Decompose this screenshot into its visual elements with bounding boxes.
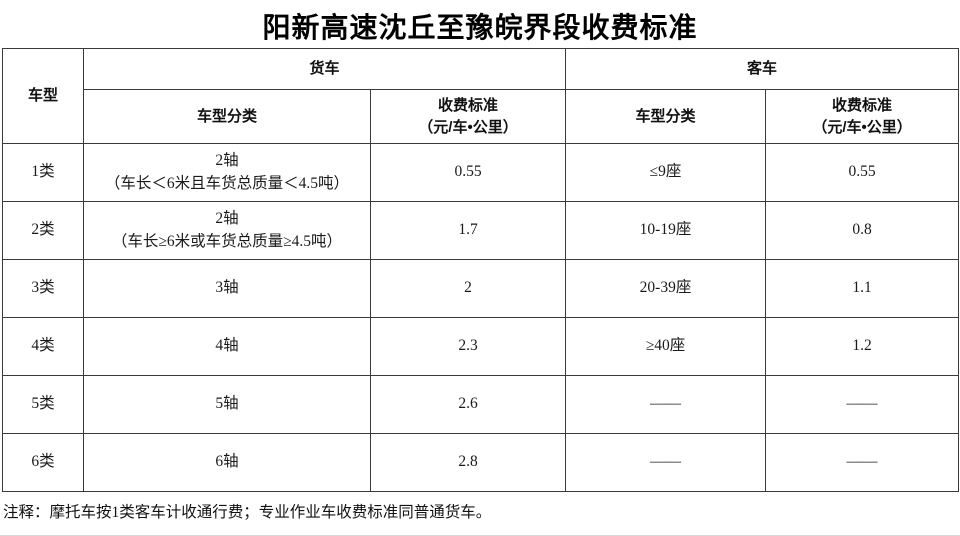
table-row: 6类 6轴 2.8 —— —— [2,433,960,492]
cell-truck-class: 3轴 [83,259,371,318]
header-bus-rate: 收费标准 （元/车•公里） [765,89,960,144]
header-truck-rate: 收费标准 （元/车•公里） [369,89,567,144]
cell-vehicle-type: 1类 [2,143,84,202]
cell-truck-rate: 2.3 [369,317,567,376]
cell-bus-rate: 1.2 [765,317,960,376]
cell-bus-class: —— [565,433,767,492]
cell-truck-class: 2轴 （车长≥6米或车货总质量≥4.5吨） [83,201,371,260]
header-row-groups: 车型 货车 客车 [2,48,960,144]
cell-vehicle-type: 5类 [2,375,84,434]
cell-truck-rate: 2.6 [369,375,567,434]
table-row: 3类 3轴 2 20-39座 1.1 [2,259,960,318]
cell-vehicle-type: 6类 [2,433,84,492]
header-truck-group: 货车 [82,48,567,90]
cell-truck-rate: 1.7 [369,201,567,260]
cell-bus-rate: —— [765,433,960,492]
cell-vehicle-type: 4类 [2,317,84,376]
table-row: 4类 4轴 2.3 ≥40座 1.2 [2,317,960,376]
table-row: 2类 2轴 （车长≥6米或车货总质量≥4.5吨） 1.7 10-19座 0.8 [2,201,960,260]
cell-bus-class: ≤9座 [565,143,767,202]
cell-vehicle-type: 3类 [2,259,84,318]
header-bus-class: 车型分类 [565,89,767,144]
header-truck-class: 车型分类 [83,89,371,144]
cell-bus-rate: 1.1 [765,259,960,318]
footnote: 注释：摩托车按1类客车计收通行费；专业作业车收费标准同普通货车。 [3,504,492,521]
cell-truck-class: 2轴 （车长＜6米且车货总质量＜4.5吨） [83,143,371,202]
cell-bus-class: —— [565,375,767,434]
toll-fee-table: 车型 货车 客车 车型分类 收费标准 （元/车•公里） 车型分类 收费标准 （元… [2,48,960,492]
cell-truck-class: 4轴 [83,317,371,376]
table-row: 1类 2轴 （车长＜6米且车货总质量＜4.5吨） 0.55 ≤9座 0.55 [2,143,960,202]
cell-truck-rate: 0.55 [369,143,567,202]
header-bus-group: 客车 [565,48,960,90]
page-title: 阳新高速沈丘至豫皖界段收费标准 [262,12,698,43]
cell-truck-class: 5轴 [83,375,371,434]
cell-bus-class: 10-19座 [565,201,767,260]
header-row-columns: 车型分类 收费标准 （元/车•公里） 车型分类 收费标准 （元/车•公里） [3,89,960,144]
cell-truck-rate: 2.8 [369,433,567,492]
cell-bus-rate: —— [765,375,960,434]
cell-bus-rate: 0.8 [765,201,960,260]
cell-vehicle-type: 2类 [2,201,84,260]
cell-truck-class: 6轴 [83,433,371,492]
cell-bus-class: 20-39座 [565,259,767,318]
cell-bus-rate: 0.55 [765,143,960,202]
cell-truck-rate: 2 [369,259,567,318]
cell-bus-class: ≥40座 [565,317,767,376]
table-row: 5类 5轴 2.6 —— —— [2,375,960,434]
header-vehicle-type: 车型 [2,48,84,144]
